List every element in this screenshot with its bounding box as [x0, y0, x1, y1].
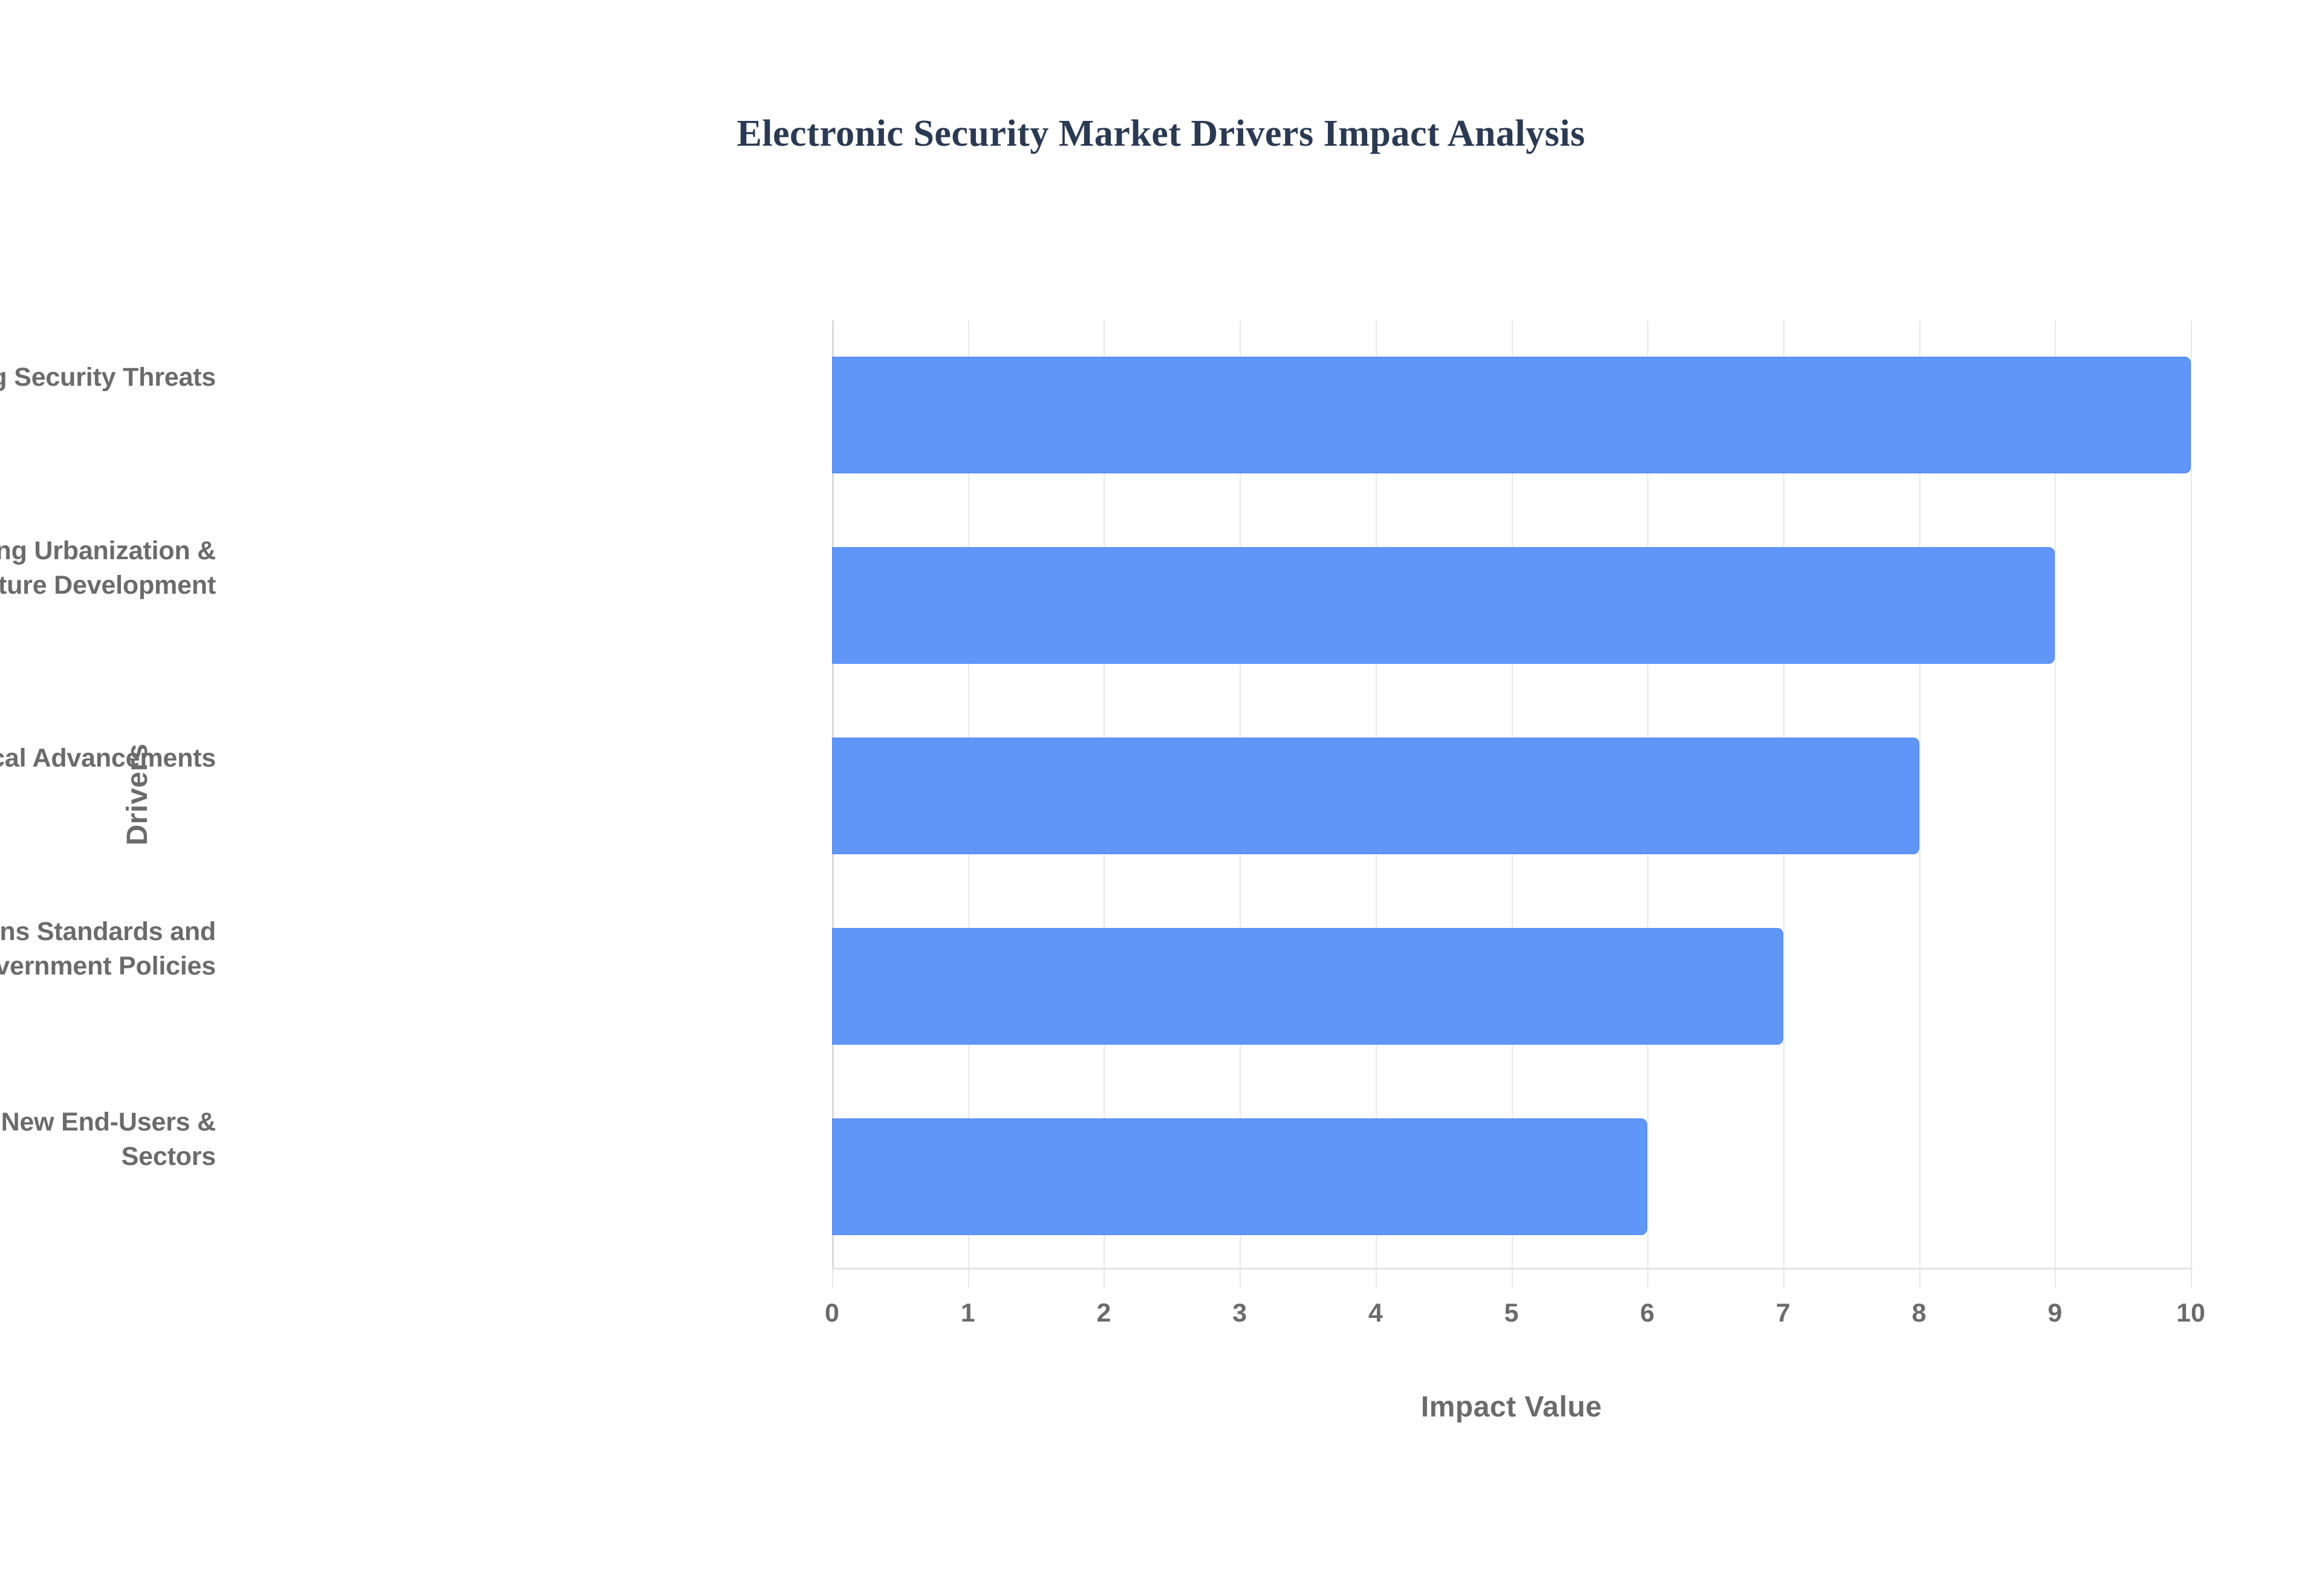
- xtick-label-8: 8: [1911, 1299, 1927, 1328]
- ycat-line: Infrastructure Development: [0, 571, 216, 600]
- xtick-mark-1: [968, 1268, 969, 1288]
- ycat-line: Sectors: [121, 1142, 216, 1171]
- xtick-label-3: 3: [1232, 1299, 1247, 1328]
- xtick-label-4: 4: [1368, 1299, 1383, 1328]
- xtick-label-7: 7: [1775, 1299, 1790, 1328]
- xtick-mark-2: [1104, 1268, 1105, 1288]
- xtick-mark-8: [1919, 1268, 1920, 1288]
- gridline-10: [2191, 320, 2192, 1268]
- xtick-mark-5: [1511, 1268, 1513, 1288]
- ycat-line: Government Policies: [0, 952, 216, 981]
- xtick-label-6: 6: [1640, 1299, 1655, 1328]
- plot-area: [832, 320, 2192, 1268]
- xtick-label-2: 2: [1096, 1299, 1111, 1328]
- xtick-mark-4: [1375, 1268, 1377, 1288]
- ycat-label-demand-new-end-users: Demand from New End-Users & Sectors: [0, 1105, 216, 1174]
- gridline-8: [1919, 320, 1920, 1268]
- ycat-line: Technological Advancements: [0, 744, 216, 773]
- xtick-mark-6: [1647, 1268, 1649, 1288]
- ycat-line: Rising Security Threats: [0, 363, 216, 392]
- xtick-label-5: 5: [1504, 1299, 1519, 1328]
- ycat-line: Demand from New End-Users &: [0, 1108, 216, 1137]
- xtick-mark-9: [2055, 1268, 2057, 1288]
- ycat-line: Increasing Urbanization &: [0, 536, 216, 565]
- ycat-label-technological-advancements: Technological Advancements: [0, 741, 216, 776]
- xtick-mark-0: [832, 1268, 833, 1288]
- bar-demand-new-end-users[interactable]: [832, 1118, 1648, 1235]
- bar-technological-advancements[interactable]: [832, 738, 1919, 854]
- xtick-mark-10: [2191, 1268, 2192, 1288]
- xtick-label-10: 10: [2176, 1299, 2205, 1328]
- xtick-label-9: 9: [2047, 1299, 2063, 1328]
- x-axis-title: Impact Value: [1420, 1391, 1602, 1423]
- bar-increasing-urbanization[interactable]: [832, 547, 2055, 664]
- y-axis-title: Drivers: [122, 743, 154, 846]
- bar-regulations-standards[interactable]: [832, 928, 1783, 1045]
- xtick-mark-3: [1240, 1268, 1241, 1288]
- xtick-label-1: 1: [960, 1299, 975, 1328]
- xtick-label-0: 0: [825, 1299, 839, 1328]
- ycat-line: Regulations Standards and: [0, 917, 216, 946]
- chart-title: Electronic Security Market Drivers Impac…: [737, 113, 1585, 154]
- bar-rising-security-threats[interactable]: [832, 357, 2191, 473]
- ycat-label-increasing-urbanization: Increasing Urbanization & Infrastructure…: [0, 534, 216, 603]
- xtick-mark-7: [1783, 1268, 1784, 1288]
- ycat-label-regulations-standards: Regulations Standards and Government Pol…: [0, 915, 216, 984]
- ycat-label-rising-security-threats: Rising Security Threats: [0, 360, 216, 395]
- gridline-9: [2055, 320, 2057, 1268]
